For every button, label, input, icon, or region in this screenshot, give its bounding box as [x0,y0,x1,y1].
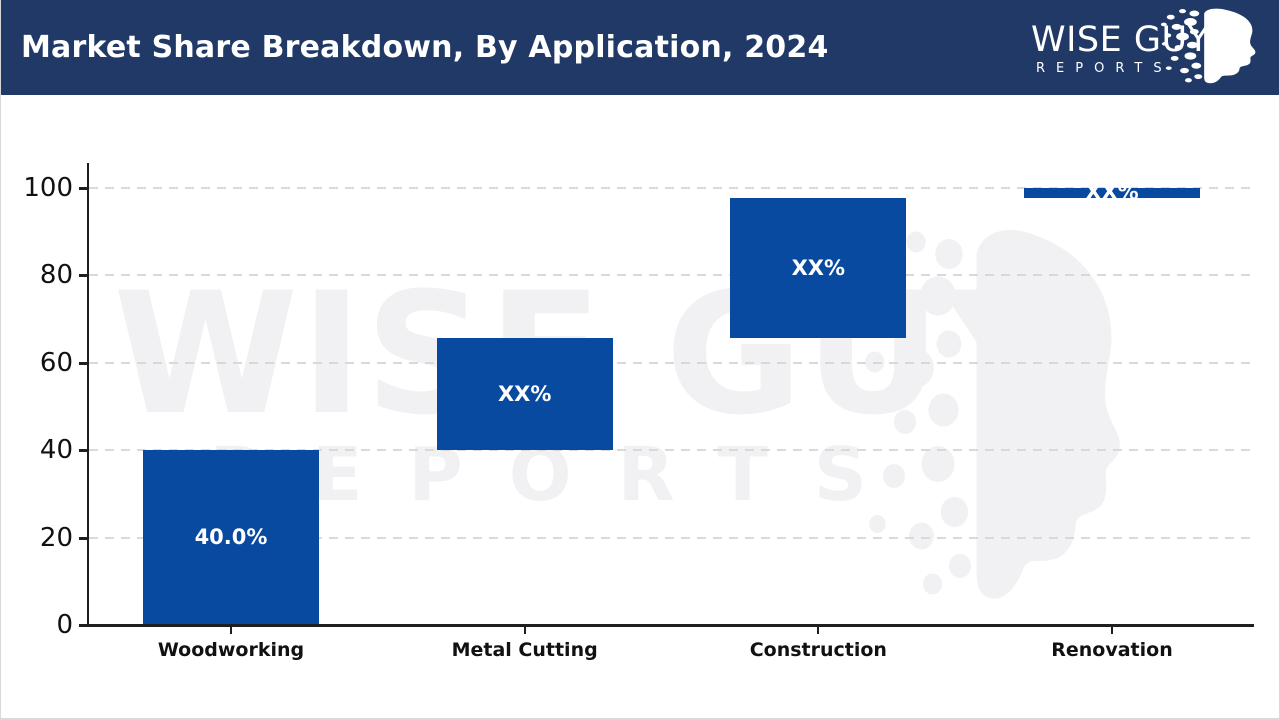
y-tick-100 [79,186,89,190]
header-band: Market Share Breakdown, By Application, … [1,0,1279,95]
bar-label-construction: XX% [791,255,846,280]
x-tick-metal-cutting [523,625,526,634]
y-tick-0 [79,624,89,627]
x-tick-renovation [1111,625,1113,634]
x-tick-woodworking [230,625,232,634]
y-tick-80 [79,274,89,277]
x-tick-construction [817,625,820,634]
y-tick-60 [79,361,89,365]
y-tick-20 [79,536,89,540]
gridline-80 [89,274,1254,276]
y-tick-label-100: 100 [23,172,73,203]
bar-label-renovation: XX% [1085,180,1139,205]
gridline-60 [89,361,1254,364]
chart-title: Market Share Breakdown, By Application, … [21,30,829,65]
bar-label-woodworking: 40.0% [194,525,268,549]
x-axis-spine [87,624,1254,627]
watermark-head-icon [855,230,1120,599]
x-tick-label-construction: Construction [749,639,887,661]
logo-head-icon [1160,8,1256,84]
y-axis-spine [87,163,89,625]
x-tick-label-woodworking: Woodworking [157,639,305,661]
y-tick-label-0: 0 [56,610,73,640]
gridline-40 [89,449,1254,451]
x-tick-label-metal-cutting: Metal Cutting [451,639,598,661]
bar-label-metal-cutting: XX% [497,381,552,406]
gridline-100 [89,186,1254,189]
logo-subname-text: REPORTS [1036,61,1173,76]
x-tick-label-renovation: Renovation [1051,639,1173,661]
y-tick-label-60: 60 [39,347,73,378]
y-tick-label-80: 80 [39,260,73,290]
y-tick-label-40: 40 [39,435,73,465]
bar-metal-cutting: XX% [436,338,613,450]
gridline-20 [89,536,1254,539]
bar-woodworking: 40.0% [143,450,319,625]
y-tick-label-20: 20 [39,522,73,553]
bar-construction: XX% [730,198,907,339]
wise-guy-logo: WISE GUY REPORTS [1021,4,1273,92]
y-tick-40 [79,449,89,452]
bar-renovation: XX% [1024,182,1200,203]
